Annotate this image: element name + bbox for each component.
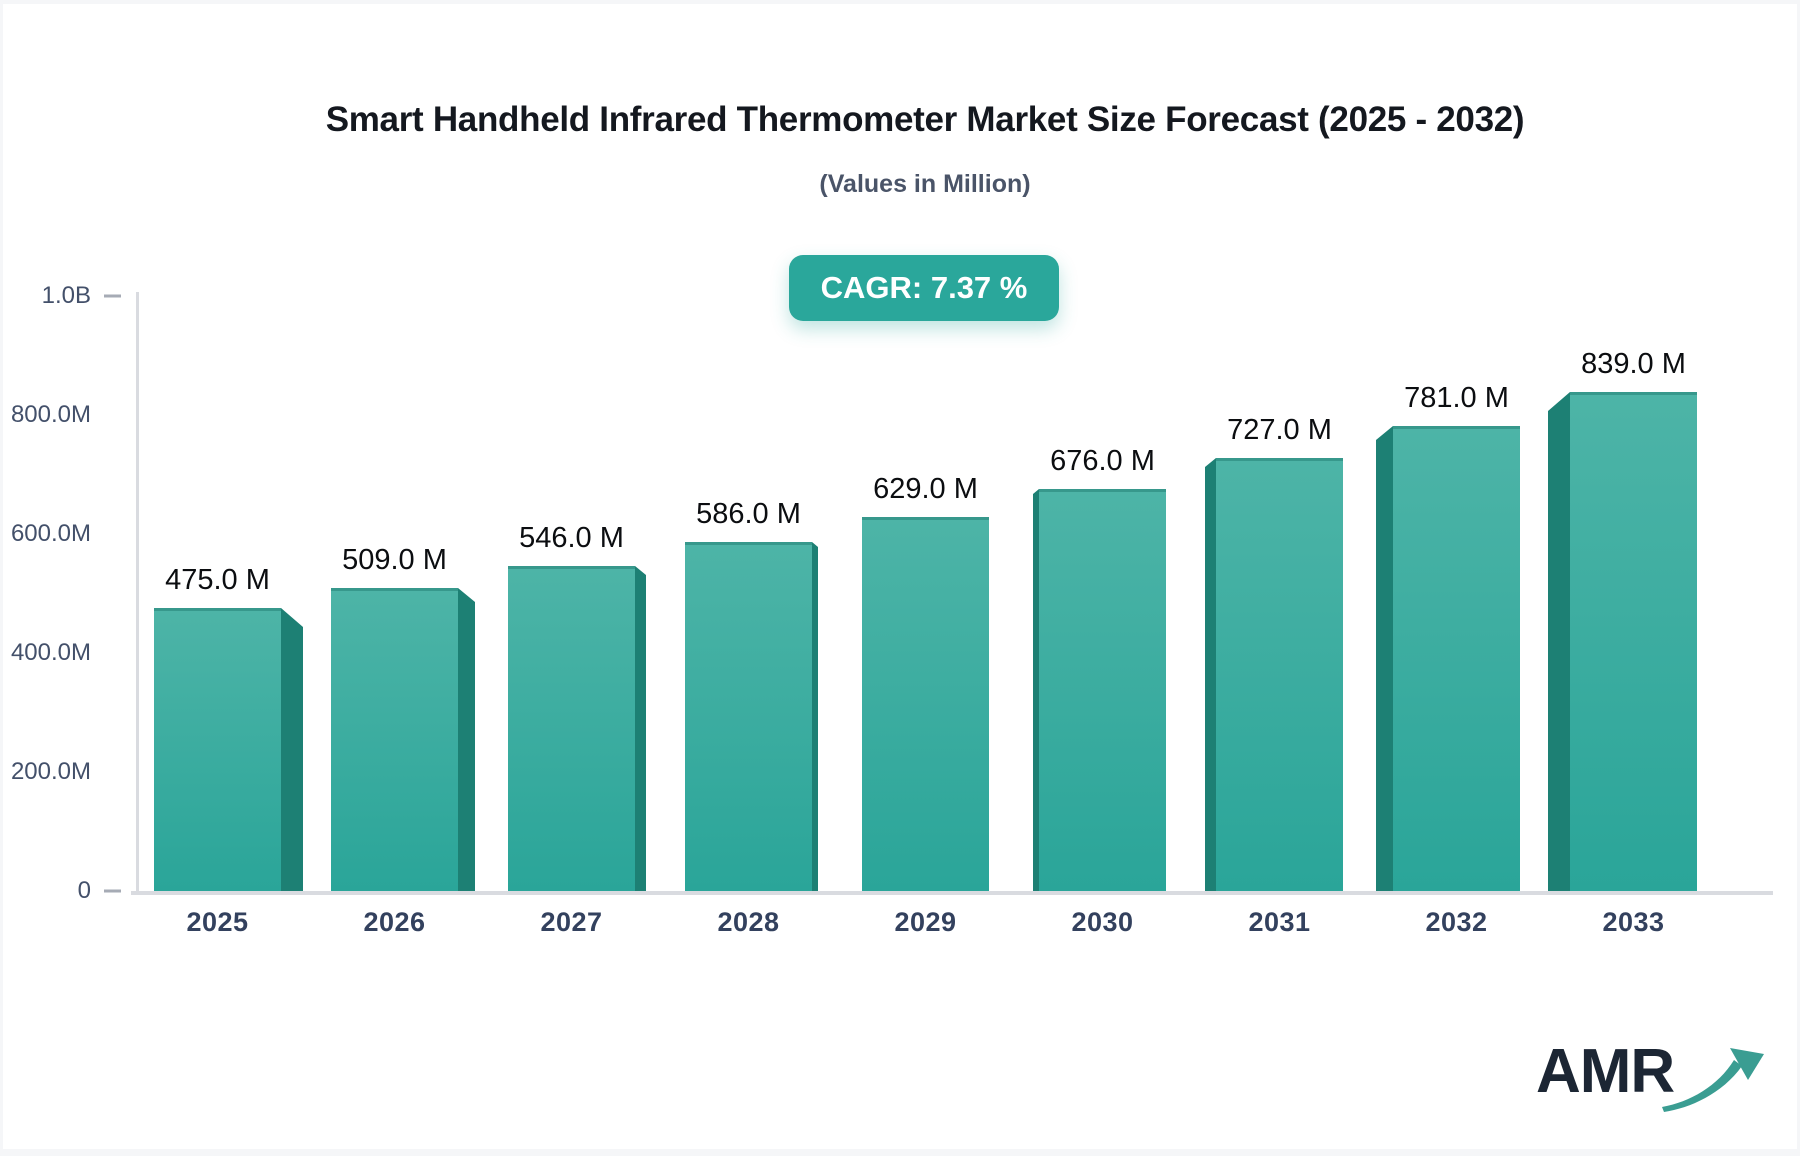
bar-value-label: 509.0 M bbox=[342, 544, 447, 576]
amr-logo: AMR bbox=[1530, 1034, 1780, 1126]
bar-face bbox=[1570, 392, 1697, 891]
bar-2033 bbox=[1548, 392, 1697, 891]
y-tick-label: 0 bbox=[77, 877, 91, 904]
chart-subtitle: (Values in Million) bbox=[819, 170, 1031, 198]
bar-2026 bbox=[331, 588, 475, 891]
bar-face bbox=[1393, 426, 1520, 891]
bar-face bbox=[862, 517, 989, 891]
bar-face bbox=[1039, 489, 1166, 891]
x-tick-label: 2028 bbox=[717, 907, 780, 937]
y-tick-mark bbox=[104, 889, 121, 893]
x-tick-label: 2031 bbox=[1248, 907, 1311, 937]
bar-2032 bbox=[1376, 426, 1520, 891]
bar-2029 bbox=[862, 517, 989, 891]
bar-2025 bbox=[154, 608, 303, 891]
bar-side-face bbox=[1548, 392, 1570, 891]
y-tick-mark bbox=[104, 294, 121, 298]
bar-value-label: 546.0 M bbox=[519, 522, 624, 554]
bar-side-face bbox=[281, 608, 303, 891]
bar-value-label: 727.0 M bbox=[1227, 414, 1332, 446]
bar-2030 bbox=[1033, 489, 1166, 891]
y-tick-label: 800.0M bbox=[10, 401, 91, 428]
bar-value-label: 629.0 M bbox=[873, 473, 978, 505]
x-tick-label: 2030 bbox=[1071, 907, 1134, 937]
x-tick-label: 2032 bbox=[1425, 907, 1488, 937]
bar-side-face bbox=[1033, 489, 1039, 891]
bar-side-face bbox=[1205, 458, 1216, 891]
bar-2031 bbox=[1205, 458, 1343, 891]
y-axis-line bbox=[136, 292, 139, 894]
bar-face bbox=[685, 542, 812, 891]
amr-logo-text: AMR bbox=[1536, 1037, 1675, 1106]
bar-side-face bbox=[1376, 426, 1393, 891]
bar-face bbox=[331, 588, 458, 891]
bar-value-label: 475.0 M bbox=[165, 564, 270, 596]
bar-face bbox=[154, 608, 281, 891]
bar-face bbox=[1216, 458, 1343, 891]
x-tick-label: 2029 bbox=[894, 907, 957, 937]
bar-value-label: 676.0 M bbox=[1050, 445, 1155, 477]
bar-2027 bbox=[508, 566, 646, 891]
bar-side-face bbox=[812, 542, 818, 891]
x-tick-label: 2033 bbox=[1602, 907, 1665, 937]
chart-card: Smart Handheld Infrared Thermometer Mark… bbox=[3, 4, 1797, 1149]
y-tick-label: 200.0M bbox=[10, 758, 91, 785]
bar-side-face bbox=[458, 588, 475, 891]
bar-face bbox=[508, 566, 635, 891]
x-tick-label: 2026 bbox=[363, 907, 426, 937]
y-tick-label: 400.0M bbox=[10, 639, 91, 666]
x-tick-label: 2025 bbox=[186, 907, 249, 937]
chart-title: Smart Handheld Infrared Thermometer Mark… bbox=[325, 100, 1525, 139]
y-tick-label: 1.0B bbox=[41, 282, 91, 309]
bar-value-label: 839.0 M bbox=[1581, 348, 1686, 380]
cagr-badge-label: CAGR: 7.37 % bbox=[820, 270, 1028, 305]
cagr-badge: CAGR: 7.37 % bbox=[789, 255, 1059, 321]
bar-value-label: 781.0 M bbox=[1404, 382, 1509, 414]
bar-value-label: 586.0 M bbox=[696, 498, 801, 530]
bar-side-face bbox=[635, 566, 646, 891]
bar-2028 bbox=[685, 542, 818, 891]
y-tick-label: 600.0M bbox=[10, 520, 91, 547]
x-axis-line bbox=[131, 891, 1773, 895]
trend-up-arrow-icon bbox=[1662, 1048, 1764, 1112]
x-tick-label: 2027 bbox=[540, 907, 603, 937]
